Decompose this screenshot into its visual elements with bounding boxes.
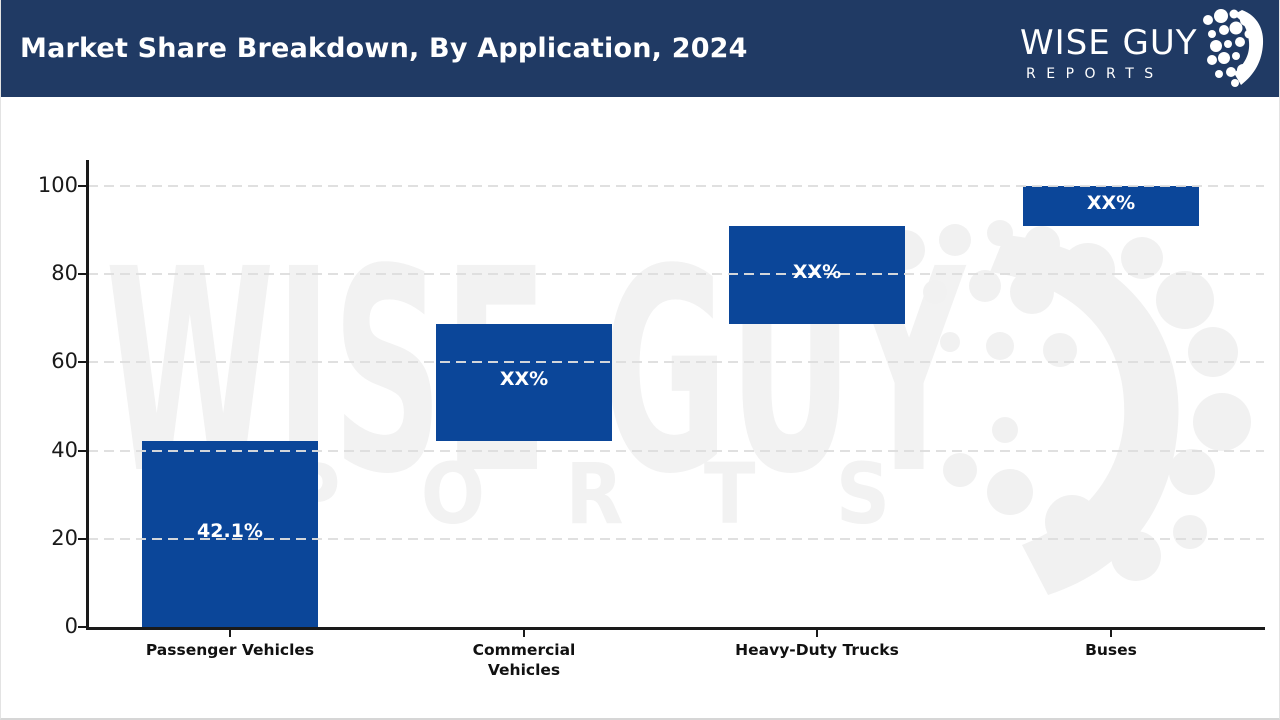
x-axis-tick-mark bbox=[1110, 629, 1112, 637]
logo-subtext: REPORTS bbox=[1026, 66, 1164, 82]
waterfall-bar bbox=[142, 441, 318, 627]
header-banner: Market Share Breakdown, By Application, … bbox=[0, 0, 1280, 97]
y-axis-tick-label: 0 bbox=[64, 614, 78, 638]
bar-value-label: XX% bbox=[792, 260, 842, 283]
x-axis-tick-mark bbox=[816, 629, 818, 637]
logo-graphic: WISE GUY REPORTS bbox=[1020, 8, 1264, 87]
y-gridline bbox=[88, 185, 1264, 187]
y-axis-tick-label: 80 bbox=[51, 261, 78, 286]
watermark-subtext: P O R T S bbox=[285, 445, 918, 543]
y-gridline bbox=[88, 273, 1264, 276]
x-axis-line bbox=[86, 627, 1265, 630]
y-axis-tick-mark bbox=[78, 273, 87, 276]
bar-value-label: XX% bbox=[1086, 192, 1136, 215]
logo-wordmark: WISE GUY bbox=[1020, 23, 1198, 63]
y-axis-line bbox=[86, 160, 89, 629]
logo-face-profile-icon bbox=[1233, 9, 1264, 85]
y-axis-tick-mark bbox=[78, 361, 87, 364]
waterfall-bar bbox=[1023, 186, 1199, 227]
waterfall-bar bbox=[436, 323, 612, 442]
y-gridline bbox=[88, 537, 1264, 540]
y-gridline bbox=[88, 361, 1264, 364]
y-axis-tick-label: 60 bbox=[51, 349, 78, 374]
y-axis-tick-label: 20 bbox=[51, 525, 78, 550]
y-axis-tick-mark bbox=[78, 626, 87, 628]
y-axis-tick-mark bbox=[78, 185, 87, 187]
bar-value-label: XX% bbox=[499, 368, 549, 391]
x-axis-category-label: Heavy-Duty Trucks bbox=[735, 641, 899, 659]
y-gridline bbox=[88, 449, 1264, 452]
logo-head-dots-icon bbox=[1203, 8, 1264, 87]
x-axis-tick-mark bbox=[229, 629, 231, 637]
y-axis-tick-label: 40 bbox=[51, 437, 78, 462]
x-axis-category-label: Buses bbox=[1085, 641, 1137, 659]
bar-value-label: 42.1% bbox=[197, 520, 263, 543]
y-axis-tick-mark bbox=[78, 537, 87, 540]
watermark-face-profile-icon bbox=[990, 235, 1179, 595]
y-axis-tick-label: 100 bbox=[37, 173, 78, 197]
y-axis-tick-mark bbox=[78, 449, 87, 452]
wise-guy-reports-logo: WISE GUY REPORTS bbox=[1018, 6, 1266, 94]
x-axis-category-label: Passenger Vehicles bbox=[145, 641, 315, 659]
x-axis-category-label: Commercial Vehicles bbox=[472, 641, 576, 680]
chart-title: Market Share Breakdown, By Application, … bbox=[20, 33, 748, 64]
x-axis-tick-mark bbox=[523, 629, 525, 637]
